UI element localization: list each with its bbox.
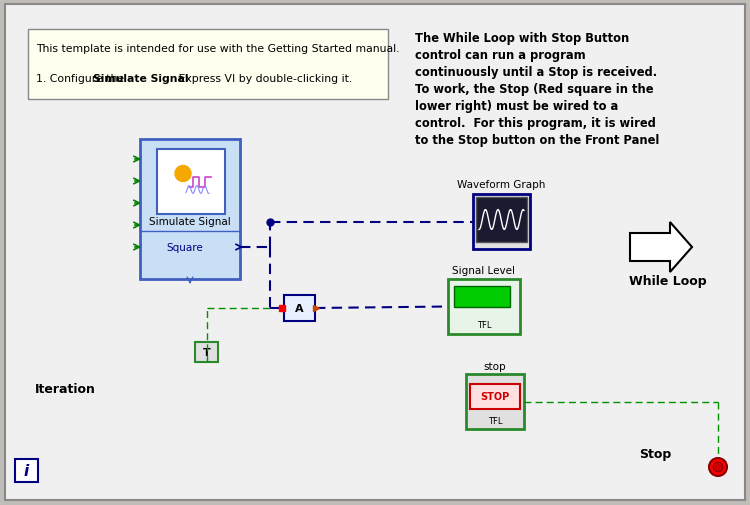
Circle shape <box>709 458 727 476</box>
Text: Simulate Signal: Simulate Signal <box>149 217 231 227</box>
Text: i: i <box>24 463 29 478</box>
Text: This template is intended for use with the Getting Started manual.: This template is intended for use with t… <box>36 44 400 54</box>
Text: The While Loop with Stop Button
control can run a program
continuously until a S: The While Loop with Stop Button control … <box>415 32 659 147</box>
Bar <box>195 342 218 362</box>
Bar <box>476 197 527 242</box>
Text: Stop: Stop <box>639 447 671 461</box>
Text: A: A <box>296 304 304 314</box>
Text: Signal Level: Signal Level <box>452 266 515 275</box>
Text: T: T <box>202 347 210 358</box>
Bar <box>157 149 225 215</box>
Text: STOP: STOP <box>480 392 510 401</box>
Bar <box>454 286 510 308</box>
Text: Square: Square <box>166 242 203 252</box>
Bar <box>470 384 520 409</box>
Bar <box>473 194 530 249</box>
Bar <box>140 140 240 279</box>
Text: Express VI by double-clicking it.: Express VI by double-clicking it. <box>175 74 352 84</box>
Text: stop: stop <box>484 361 506 371</box>
Bar <box>448 279 520 334</box>
Circle shape <box>175 166 191 182</box>
Bar <box>28 30 388 100</box>
Text: Waveform Graph: Waveform Graph <box>458 180 546 189</box>
Text: TFL: TFL <box>488 417 502 426</box>
Text: Simulate Signal: Simulate Signal <box>93 74 188 84</box>
Bar <box>284 295 315 321</box>
Bar <box>466 374 524 429</box>
FancyArrow shape <box>630 223 692 273</box>
Text: TFL: TFL <box>477 320 491 329</box>
Text: 1. Configure the: 1. Configure the <box>36 74 128 84</box>
Circle shape <box>713 462 723 472</box>
Bar <box>15 459 38 482</box>
Text: Iteration: Iteration <box>35 383 96 396</box>
Text: While Loop: While Loop <box>629 274 706 287</box>
